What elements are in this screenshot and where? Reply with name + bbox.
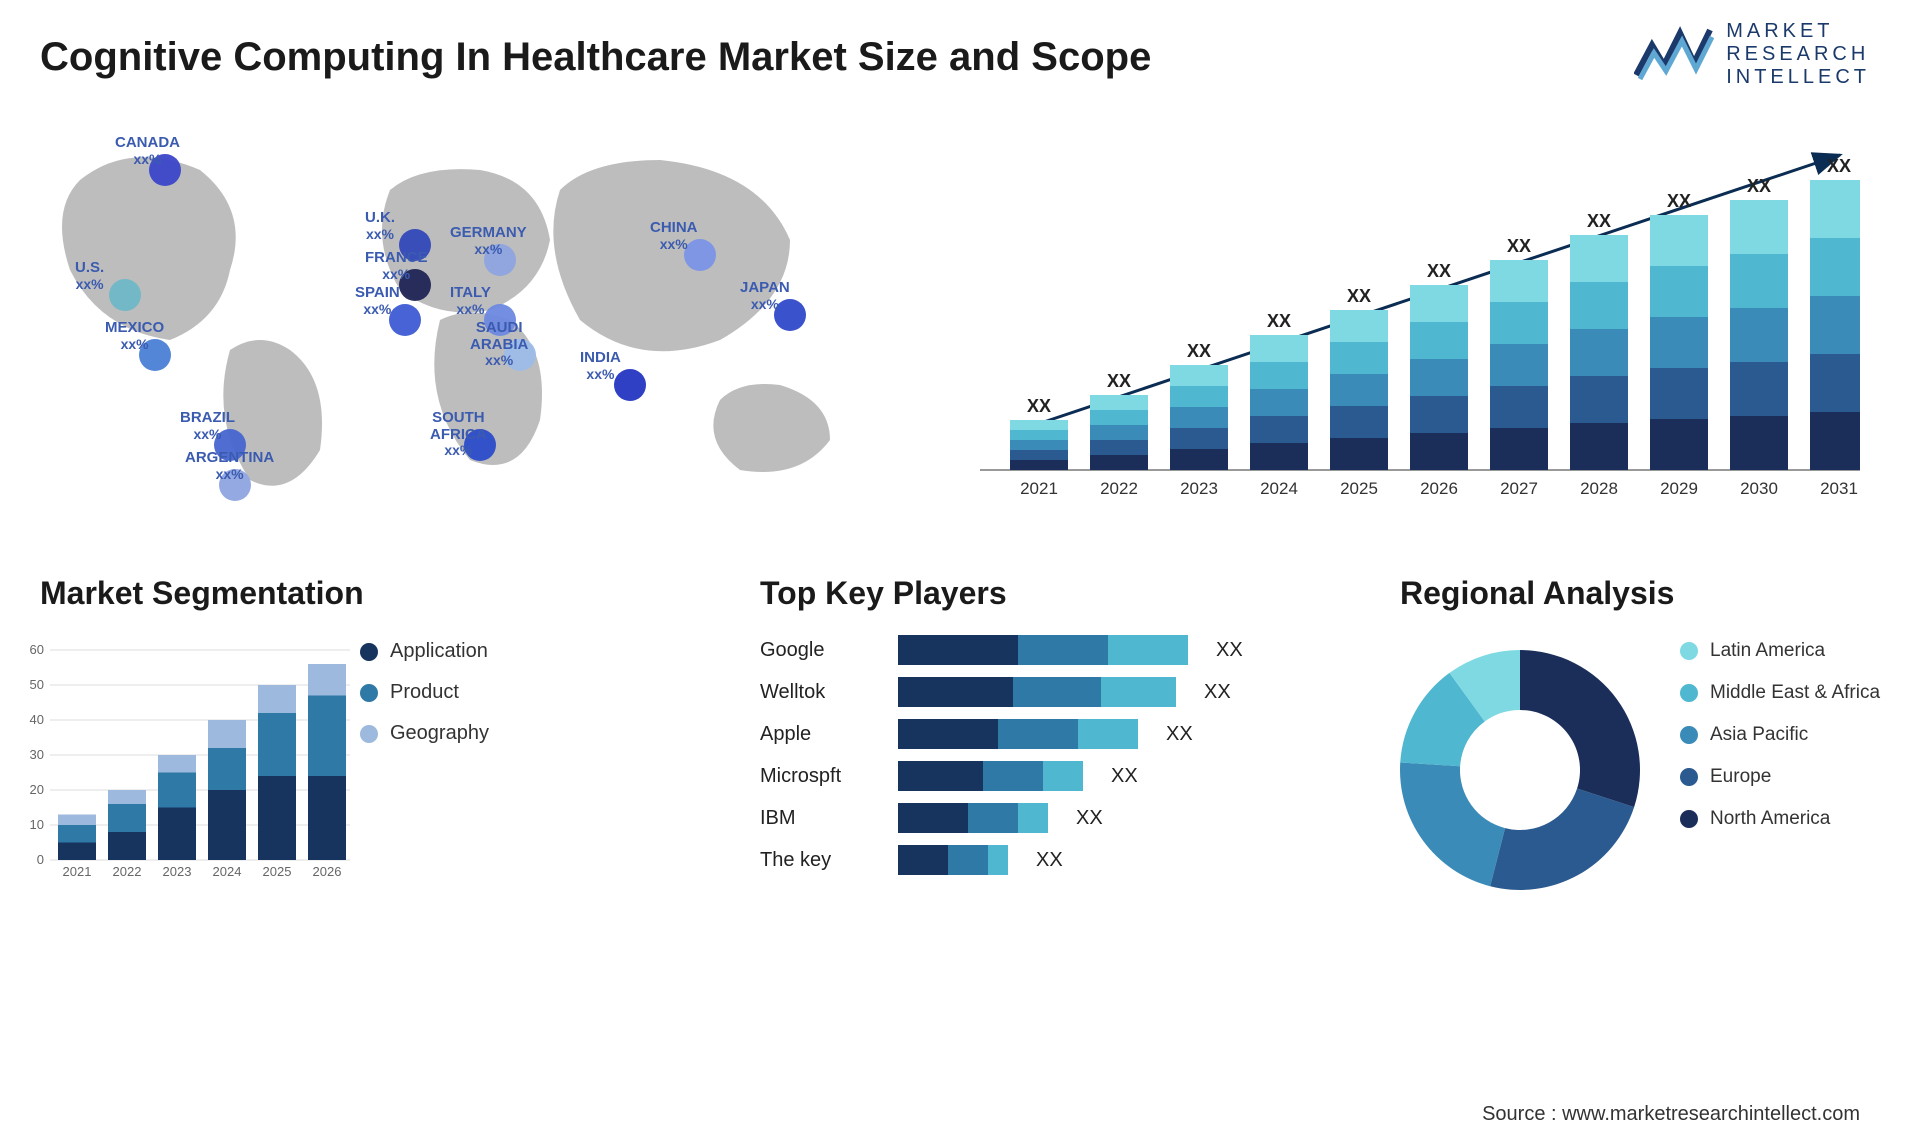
player-label: Welltok: [760, 681, 880, 704]
map-label-canada: CANADAxx%: [115, 135, 180, 167]
svg-text:20: 20: [30, 782, 44, 797]
world-map: CANADAxx% U.S.xx%MEXICOxx% BRAZILxx% ARGENT…: [20, 120, 880, 510]
region-legend-north-america: North America: [1680, 808, 1880, 830]
growth-bar-chart: XX 2021 XX 2022 XX 2023 XX 2024 XX 2025 XX 2026 XX 20…: [980, 140, 1860, 510]
svg-text:XX: XX: [1587, 211, 1611, 231]
svg-text:60: 60: [30, 642, 44, 657]
map-label-uk: U.K.xx%: [365, 210, 395, 242]
region-legend-europe: Europe: [1680, 766, 1880, 788]
player-label: The key: [760, 849, 880, 872]
logo-line1: MARKET: [1726, 20, 1870, 43]
player-row-apple: Apple XX: [760, 719, 1320, 749]
player-value: XX: [1076, 807, 1103, 830]
svg-text:XX: XX: [1747, 176, 1771, 196]
svg-text:XX: XX: [1427, 261, 1451, 281]
svg-text:XX: XX: [1027, 396, 1051, 416]
map-label-japan: JAPANxx%: [740, 280, 790, 312]
svg-text:2025: 2025: [1340, 479, 1378, 498]
player-bar: [898, 845, 1008, 875]
player-row-welltok: Welltok XX: [760, 677, 1320, 707]
player-label: Apple: [760, 723, 880, 746]
map-label-italy: ITALYxx%: [450, 285, 491, 317]
source-attribution: Source : www.marketresearchintellect.com: [1482, 1103, 1860, 1126]
player-bar: [898, 635, 1188, 665]
player-bar: [898, 677, 1176, 707]
regional-legend: Latin America Middle East & Africa Asia Pa…: [1680, 640, 1880, 830]
svg-text:2021: 2021: [63, 864, 92, 879]
player-value: XX: [1166, 723, 1193, 746]
svg-text:30: 30: [30, 747, 44, 762]
player-value: XX: [1216, 639, 1243, 662]
svg-text:40: 40: [30, 712, 44, 727]
svg-text:2031: 2031: [1820, 479, 1858, 498]
svg-text:2024: 2024: [213, 864, 242, 879]
player-value: XX: [1204, 681, 1231, 704]
player-bar: [898, 761, 1083, 791]
seg-legend-geography: Geography: [360, 722, 489, 745]
map-label-argentina: ARGENTINAxx%: [185, 450, 274, 482]
svg-text:2022: 2022: [113, 864, 142, 879]
svg-text:10: 10: [30, 817, 44, 832]
player-row-google: Google XX: [760, 635, 1320, 665]
svg-text:2023: 2023: [1180, 479, 1218, 498]
region-legend-asia-pacific: Asia Pacific: [1680, 724, 1880, 746]
map-label-southafrica: SOUTHAFRICAxx%: [430, 410, 487, 458]
region-legend-middle-east---africa: Middle East & Africa: [1680, 682, 1880, 704]
logo-line3: INTELLECT: [1726, 66, 1870, 89]
map-label-us: U.S.xx%: [75, 260, 104, 292]
player-row-thekey: The key XX: [760, 845, 1320, 875]
svg-text:XX: XX: [1667, 191, 1691, 211]
player-row-microspft: Microspft XX: [760, 761, 1320, 791]
svg-text:2021: 2021: [1020, 479, 1058, 498]
logo-mark-icon: [1634, 25, 1714, 85]
svg-text:2022: 2022: [1100, 479, 1138, 498]
svg-text:50: 50: [30, 677, 44, 692]
player-row-ibm: IBM XX: [760, 803, 1320, 833]
map-label-india: INDIAxx%: [580, 350, 621, 382]
player-bar: [898, 719, 1138, 749]
player-label: Google: [760, 639, 880, 662]
seg-legend-application: Application: [360, 640, 489, 663]
region-legend-latin-america: Latin America: [1680, 640, 1880, 662]
player-bar: [898, 803, 1048, 833]
svg-text:2024: 2024: [1260, 479, 1298, 498]
segmentation-chart: 0 10 20 30 40 50 60 2021 2022 2023 2024 2025 2026: [20, 575, 550, 925]
map-label-spain: SPAINxx%: [355, 285, 400, 317]
players-heading: Top Key Players: [760, 575, 1007, 612]
page-title: Cognitive Computing In Healthcare Market…: [40, 35, 1151, 80]
map-label-china: CHINAxx%: [650, 220, 698, 252]
player-label: IBM: [760, 807, 880, 830]
svg-text:2028: 2028: [1580, 479, 1618, 498]
map-label-france: FRANCExx%: [365, 250, 428, 282]
map-label-saudiarabia: SAUDIARABIAxx%: [470, 320, 528, 368]
player-value: XX: [1036, 849, 1063, 872]
brand-logo: MARKET RESEARCH INTELLECT: [1634, 20, 1870, 89]
svg-text:0: 0: [37, 852, 44, 867]
map-label-germany: GERMANYxx%: [450, 225, 527, 257]
svg-text:XX: XX: [1507, 236, 1531, 256]
svg-text:2025: 2025: [263, 864, 292, 879]
svg-text:XX: XX: [1347, 286, 1371, 306]
svg-text:XX: XX: [1827, 156, 1851, 176]
svg-text:2030: 2030: [1740, 479, 1778, 498]
map-label-brazil: BRAZILxx%: [180, 410, 235, 442]
svg-text:XX: XX: [1107, 371, 1131, 391]
player-label: Microspft: [760, 765, 880, 788]
map-label-mexico: MEXICOxx%: [105, 320, 164, 352]
svg-text:XX: XX: [1267, 311, 1291, 331]
players-chart: Google XX Welltok XX Apple XX Microspft XX IBM XX…: [760, 635, 1320, 985]
svg-text:XX: XX: [1187, 341, 1211, 361]
segmentation-legend: Application Product Geography: [360, 640, 489, 745]
player-value: XX: [1111, 765, 1138, 788]
seg-legend-product: Product: [360, 681, 489, 704]
svg-text:2029: 2029: [1660, 479, 1698, 498]
svg-text:2026: 2026: [1420, 479, 1458, 498]
svg-text:2023: 2023: [163, 864, 192, 879]
logo-line2: RESEARCH: [1726, 43, 1870, 66]
svg-text:2027: 2027: [1500, 479, 1538, 498]
svg-text:2026: 2026: [313, 864, 342, 879]
